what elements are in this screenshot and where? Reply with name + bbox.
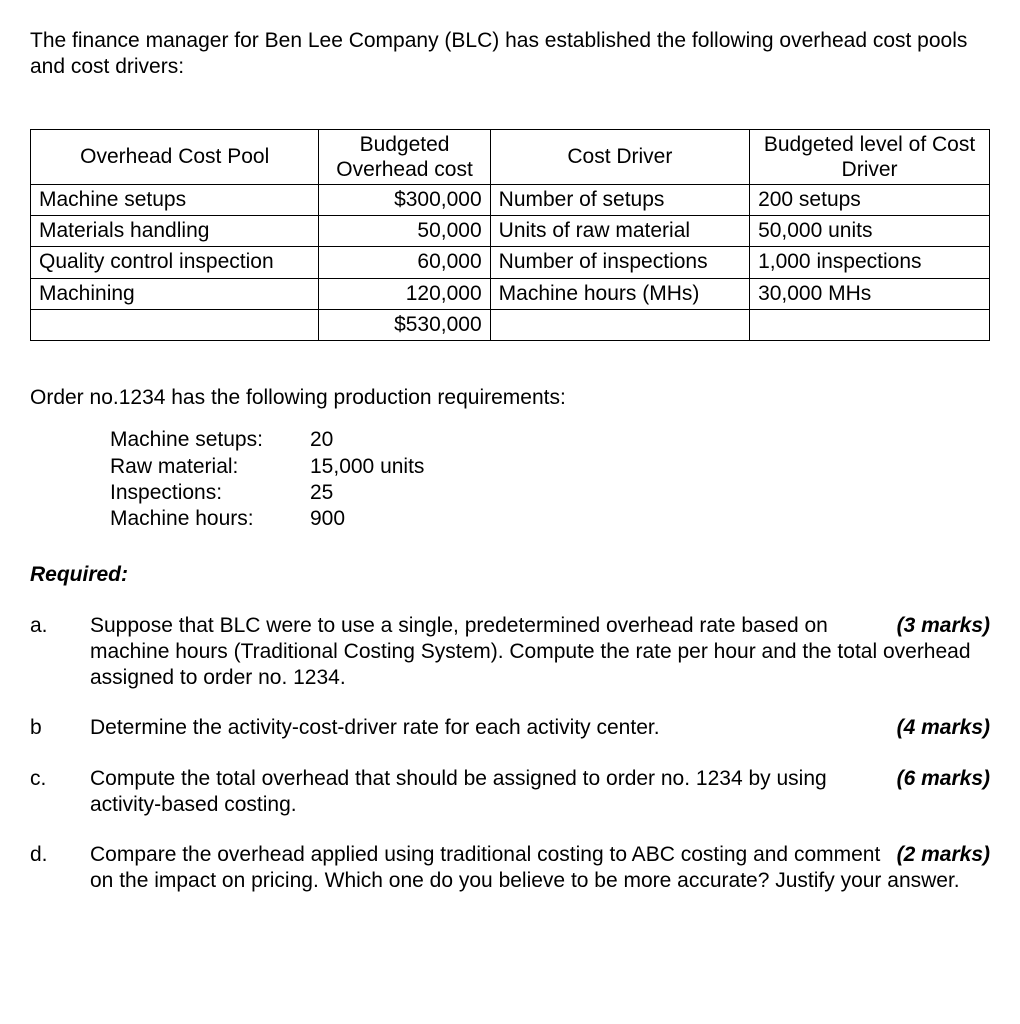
overhead-cost-table: Overhead Cost Pool Budgeted Overhead cos… xyxy=(30,129,990,342)
order-requirements: Machine setups: 20 Raw material: 15,000 … xyxy=(110,427,990,532)
question-body: (4 marks) Determine the activity-cost-dr… xyxy=(90,715,990,741)
cell-level: 1,000 inspections xyxy=(750,247,990,278)
question-body: (3 marks) Suppose that BLC were to use a… xyxy=(90,613,990,692)
th-level: Budgeted level of Cost Driver xyxy=(750,129,990,184)
question-text: Compare the overhead applied using tradi… xyxy=(90,843,960,892)
order-label: Raw material: xyxy=(110,454,310,480)
order-row: Raw material: 15,000 units xyxy=(110,454,990,480)
cell-cost: $300,000 xyxy=(319,184,490,215)
question-marks: (3 marks) xyxy=(897,613,990,639)
cell-pool-empty xyxy=(31,309,319,340)
th-driver: Cost Driver xyxy=(490,129,749,184)
question-body: (2 marks) Compare the overhead applied u… xyxy=(90,842,990,895)
question-c: c. (6 marks) Compute the total overhead … xyxy=(30,766,990,819)
question-text: Determine the activity-cost-driver rate … xyxy=(90,716,660,739)
required-label: Required xyxy=(30,563,121,586)
question-letter: c. xyxy=(30,766,90,819)
table-row: Materials handling 50,000 Units of raw m… xyxy=(31,216,990,247)
order-intro: Order no.1234 has the following producti… xyxy=(30,385,990,411)
cell-pool: Quality control inspection xyxy=(31,247,319,278)
cell-pool: Machining xyxy=(31,278,319,309)
question-a: a. (3 marks) Suppose that BLC were to us… xyxy=(30,613,990,692)
cell-pool: Materials handling xyxy=(31,216,319,247)
order-label: Machine setups: xyxy=(110,427,310,453)
intro-paragraph: The finance manager for Ben Lee Company … xyxy=(30,28,990,81)
question-marks: (6 marks) xyxy=(897,766,990,792)
cell-driver: Number of inspections xyxy=(490,247,749,278)
cell-driver: Machine hours (MHs) xyxy=(490,278,749,309)
order-label: Machine hours: xyxy=(110,506,310,532)
order-value: 25 xyxy=(310,480,333,506)
th-pool: Overhead Cost Pool xyxy=(31,129,319,184)
cell-pool: Machine setups xyxy=(31,184,319,215)
cell-cost: 60,000 xyxy=(319,247,490,278)
question-text: Compute the total overhead that should b… xyxy=(90,767,827,816)
order-row: Inspections: 25 xyxy=(110,480,990,506)
cell-level: 200 setups xyxy=(750,184,990,215)
cell-level: 50,000 units xyxy=(750,216,990,247)
cell-driver: Units of raw material xyxy=(490,216,749,247)
cell-driver: Number of setups xyxy=(490,184,749,215)
cell-level: 30,000 MHs xyxy=(750,278,990,309)
cell-level-empty xyxy=(750,309,990,340)
question-d: d. (2 marks) Compare the overhead applie… xyxy=(30,842,990,895)
order-row: Machine hours: 900 xyxy=(110,506,990,532)
question-b: b (4 marks) Determine the activity-cost-… xyxy=(30,715,990,741)
order-value: 900 xyxy=(310,506,345,532)
th-cost: Budgeted Overhead cost xyxy=(319,129,490,184)
question-letter: d. xyxy=(30,842,90,895)
table-total-row: $530,000 xyxy=(31,309,990,340)
order-row: Machine setups: 20 xyxy=(110,427,990,453)
cell-driver-empty xyxy=(490,309,749,340)
question-marks: (4 marks) xyxy=(897,715,990,741)
cell-total-cost: $530,000 xyxy=(319,309,490,340)
required-heading: Required: xyxy=(30,562,990,588)
order-value: 15,000 units xyxy=(310,454,424,480)
cell-cost: 120,000 xyxy=(319,278,490,309)
order-value: 20 xyxy=(310,427,333,453)
question-letter: a. xyxy=(30,613,90,692)
question-text: Suppose that BLC were to use a single, p… xyxy=(90,614,971,690)
order-label: Inspections: xyxy=(110,480,310,506)
question-letter: b xyxy=(30,715,90,741)
table-row: Quality control inspection 60,000 Number… xyxy=(31,247,990,278)
table-row: Machining 120,000 Machine hours (MHs) 30… xyxy=(31,278,990,309)
table-row: Machine setups $300,000 Number of setups… xyxy=(31,184,990,215)
question-body: (6 marks) Compute the total overhead tha… xyxy=(90,766,990,819)
question-marks: (2 marks) xyxy=(897,842,990,868)
cell-cost: 50,000 xyxy=(319,216,490,247)
